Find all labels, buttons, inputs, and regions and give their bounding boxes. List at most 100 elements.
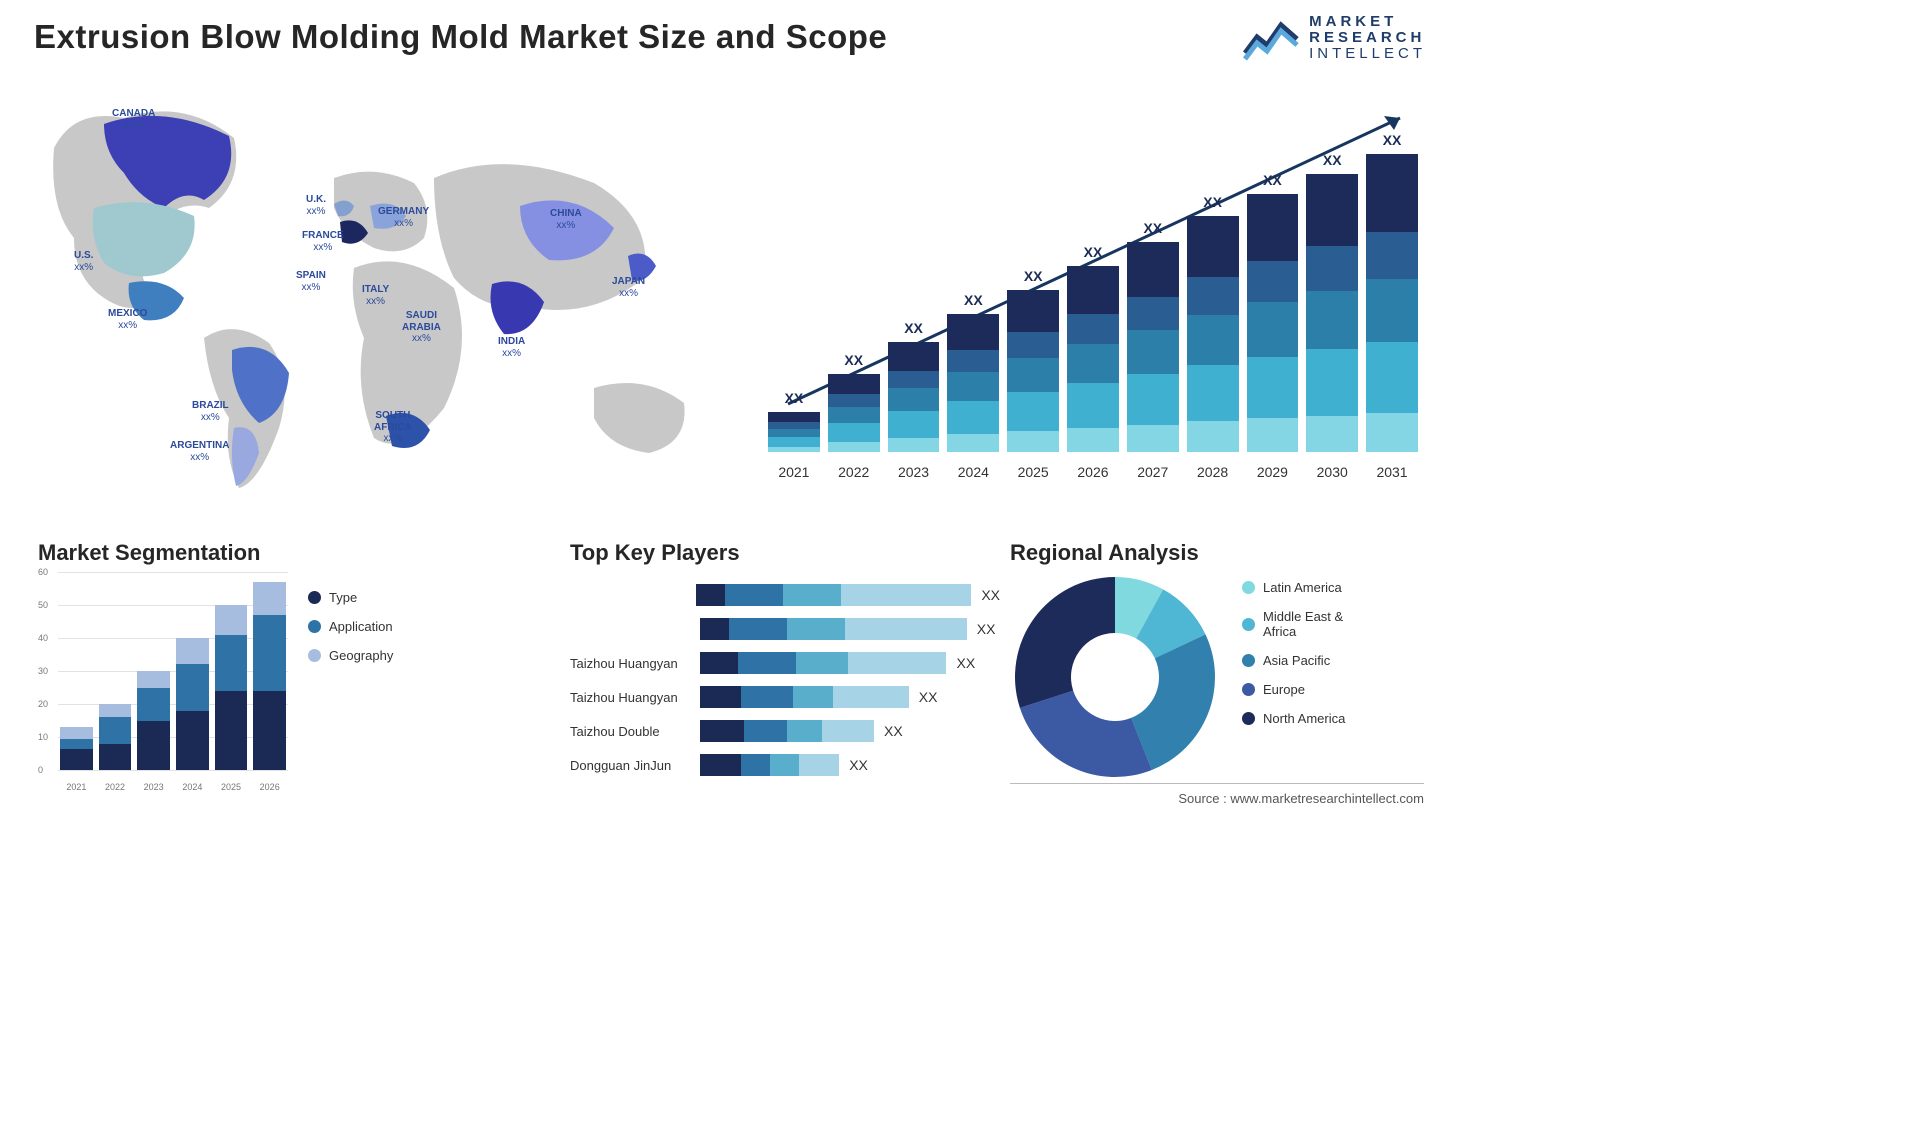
source-divider — [1010, 783, 1424, 784]
legend-label: Europe — [1263, 682, 1305, 697]
legend-label: North America — [1263, 711, 1345, 726]
seg-ylabel: 0 — [38, 765, 43, 775]
seg-xaxis-year: 2021 — [60, 782, 93, 792]
seg-ylabel: 30 — [38, 666, 48, 676]
legend-item: Latin America — [1242, 580, 1345, 595]
seg-xaxis-year: 2023 — [137, 782, 170, 792]
legend-swatch-icon — [308, 591, 321, 604]
regional-legend: Latin America Middle East &Africa Asia Pac… — [1242, 580, 1345, 740]
main-bar: XX — [1366, 132, 1418, 452]
main-xaxis-year: 2025 — [1007, 464, 1059, 480]
segmentation-chart: 202120222023202420252026 0102030405060 — [38, 572, 288, 792]
logo-text-2: RESEARCH — [1309, 30, 1426, 46]
player-value: XX — [884, 723, 903, 739]
market-size-chart: XX XX XX XX XX XX XX XX XX XX XX 2021 2022 2023 2024 2… — [768, 100, 1418, 480]
player-bar — [700, 652, 947, 674]
seg-bar — [176, 638, 209, 770]
seg-bar — [253, 582, 286, 770]
legend-swatch-icon — [1242, 654, 1255, 667]
main-bar: XX — [1247, 172, 1299, 452]
main-bar: XX — [1187, 194, 1239, 452]
main-bar: XX — [768, 390, 820, 452]
map-label: U.K.xx% — [306, 194, 326, 217]
map-label: CHINAxx% — [550, 208, 582, 231]
player-bar — [700, 754, 839, 776]
page-title: Extrusion Blow Molding Mold Market Size … — [34, 18, 887, 56]
regional-donut — [1010, 572, 1220, 782]
map-label: GERMANYxx% — [378, 206, 429, 229]
main-bar: XX — [828, 352, 880, 452]
segmentation-legend: Type Application Geography — [308, 590, 393, 677]
legend-item: Application — [308, 619, 393, 634]
player-bar — [700, 618, 967, 640]
map-label: FRANCExx% — [302, 230, 344, 253]
seg-bar — [137, 671, 170, 770]
legend-item: Geography — [308, 648, 393, 663]
seg-ylabel: 60 — [38, 567, 48, 577]
legend-label: Application — [329, 619, 393, 634]
main-xaxis-year: 2021 — [768, 464, 820, 480]
seg-ylabel: 40 — [38, 633, 48, 643]
legend-label: Geography — [329, 648, 393, 663]
main-xaxis-year: 2027 — [1127, 464, 1179, 480]
logo-text-3: INTELLECT — [1309, 46, 1426, 62]
logo-mark-icon — [1243, 15, 1299, 61]
seg-bar — [60, 727, 93, 770]
seg-bar — [215, 605, 248, 770]
player-row: XX — [570, 580, 1000, 610]
map-label: CANADAxx% — [112, 108, 155, 131]
main-bar-value: XX — [1263, 172, 1282, 188]
map-label: BRAZILxx% — [192, 400, 229, 423]
main-bar: XX — [1306, 152, 1358, 452]
player-bar — [700, 720, 874, 742]
player-value: XX — [919, 689, 938, 705]
player-value: XX — [977, 621, 996, 637]
main-xaxis-year: 2024 — [947, 464, 999, 480]
player-label: Dongguan JinJun — [570, 758, 700, 773]
world-map: CANADAxx% U.S.xx% MEXICOxx% BRAZILxx% ARGENT… — [34, 88, 734, 498]
segmentation-panel: Market Segmentation 20212022202320242025… — [38, 540, 438, 566]
player-value: XX — [957, 655, 976, 671]
legend-item: Europe — [1242, 682, 1345, 697]
main-xaxis-year: 2023 — [888, 464, 940, 480]
legend-label: Asia Pacific — [1263, 653, 1330, 668]
legend-item: North America — [1242, 711, 1345, 726]
main-bar-value: XX — [1143, 220, 1162, 236]
player-row: Taizhou HuangyanXX — [570, 682, 1000, 712]
main-bar-value: XX — [844, 352, 863, 368]
legend-swatch-icon — [1242, 683, 1255, 696]
source-attribution: Source : www.marketresearchintellect.com — [1178, 791, 1424, 806]
seg-xaxis-year: 2025 — [215, 782, 248, 792]
player-bar — [700, 686, 909, 708]
map-label: MEXICOxx% — [108, 308, 147, 331]
main-bar-value: XX — [1024, 268, 1043, 284]
main-bar: XX — [888, 320, 940, 452]
main-bar: XX — [1007, 268, 1059, 452]
seg-ylabel: 10 — [38, 732, 48, 742]
main-xaxis-year: 2029 — [1247, 464, 1299, 480]
legend-item: Middle East &Africa — [1242, 609, 1345, 639]
legend-label: Type — [329, 590, 357, 605]
legend-label: Latin America — [1263, 580, 1342, 595]
main-xaxis-year: 2026 — [1067, 464, 1119, 480]
main-bar-value: XX — [1323, 152, 1342, 168]
brand-logo: MARKET RESEARCH INTELLECT — [1243, 14, 1426, 61]
map-label: ARGENTINAxx% — [170, 440, 229, 463]
seg-bar — [99, 704, 132, 770]
main-bar-value: XX — [785, 390, 804, 406]
map-label: SPAINxx% — [296, 270, 326, 293]
segmentation-title: Market Segmentation — [38, 540, 438, 566]
main-bar: XX — [1067, 244, 1119, 452]
map-label: U.S.xx% — [74, 250, 93, 273]
donut-slice — [1015, 577, 1115, 708]
legend-label: Middle East &Africa — [1263, 609, 1343, 639]
main-bar-value: XX — [964, 292, 983, 308]
logo-text-1: MARKET — [1309, 14, 1426, 30]
legend-swatch-icon — [308, 620, 321, 633]
legend-item: Type — [308, 590, 393, 605]
donut-slice — [1020, 691, 1152, 777]
player-row: Taizhou DoubleXX — [570, 716, 1000, 746]
regional-title: Regional Analysis — [1010, 540, 1430, 566]
main-xaxis-year: 2022 — [828, 464, 880, 480]
main-bar-value: XX — [1203, 194, 1222, 210]
